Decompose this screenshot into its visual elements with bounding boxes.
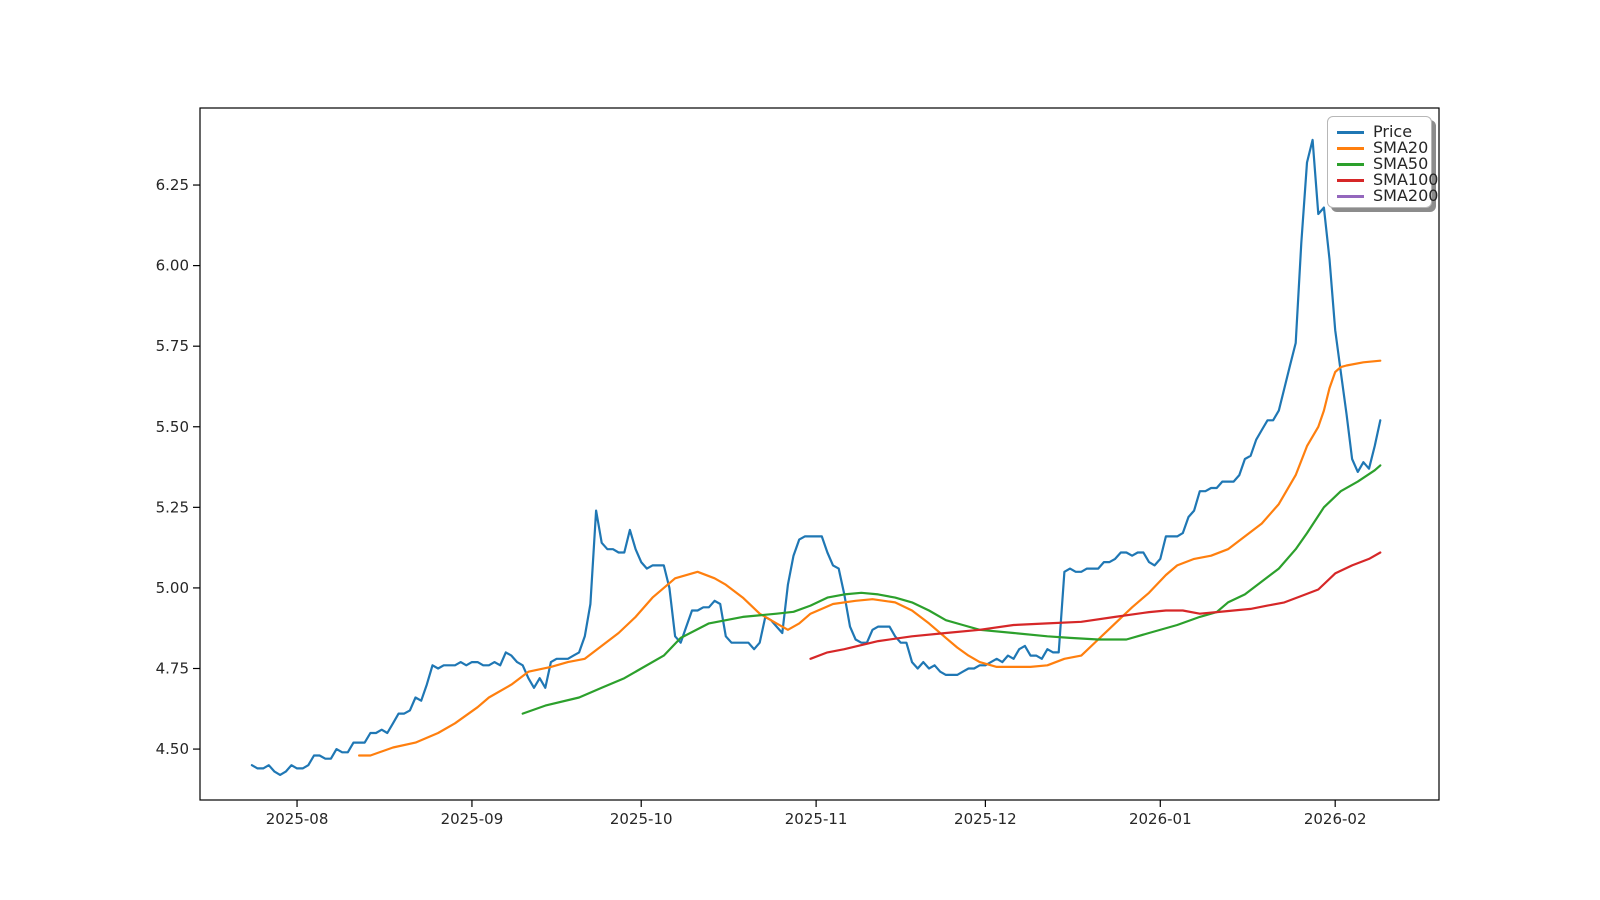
legend-label: SMA50 — [1373, 154, 1429, 173]
sma100-line — [809, 551, 1382, 660]
x-tick-label: 2025-08 — [266, 810, 329, 828]
y-tick-label: 5.50 — [156, 418, 189, 436]
legend-line-sample — [1337, 162, 1364, 166]
price-line — [250, 138, 1382, 776]
x-tick-label: 2025-09 — [441, 810, 504, 828]
y-tick-label: 6.00 — [156, 257, 189, 275]
legend-item-sma200: SMA200 — [1337, 188, 1438, 204]
legend-label: SMA100 — [1373, 170, 1439, 189]
x-tick-label: 2026-01 — [1129, 810, 1192, 828]
legend-label: SMA200 — [1373, 186, 1439, 205]
x-tick-label: 2025-10 — [610, 810, 673, 828]
legend-item-sma20: SMA20 — [1337, 140, 1428, 156]
y-tick-label: 6.25 — [156, 176, 189, 194]
x-tick-label: 2025-11 — [785, 810, 848, 828]
legend-item-price: Price — [1337, 124, 1419, 140]
sma20-line — [358, 359, 1382, 757]
legend-item-sma50: SMA50 — [1337, 156, 1428, 172]
sma50-line — [521, 464, 1382, 715]
y-tick-label: 4.75 — [156, 659, 189, 677]
legend-item-sma100: SMA100 — [1337, 172, 1438, 188]
y-tick-label: 4.50 — [156, 740, 189, 758]
plot-border — [199, 107, 1440, 801]
y-tick-label: 5.25 — [156, 498, 189, 516]
x-tick-label: 2025-12 — [954, 810, 1017, 828]
y-tick-label: 5.00 — [156, 579, 189, 597]
legend-line-sample — [1337, 130, 1364, 134]
legend-label: SMA20 — [1373, 138, 1429, 157]
y-tick-label: 5.75 — [156, 337, 189, 355]
legend-line-sample — [1337, 178, 1364, 182]
legend: Price SMA20 SMA50 SMA100 SMA200 — [1327, 116, 1438, 208]
legend-line-sample — [1337, 146, 1364, 150]
legend-line-sample — [1337, 194, 1364, 198]
axis-ticks: 2025-08 2025-09 2025-10 2025-11 2025-12 2026-… — [156, 176, 1367, 828]
x-tick-label: 2026-02 — [1304, 810, 1367, 828]
legend-label: Price — [1373, 122, 1413, 141]
series-lines — [250, 138, 1382, 776]
